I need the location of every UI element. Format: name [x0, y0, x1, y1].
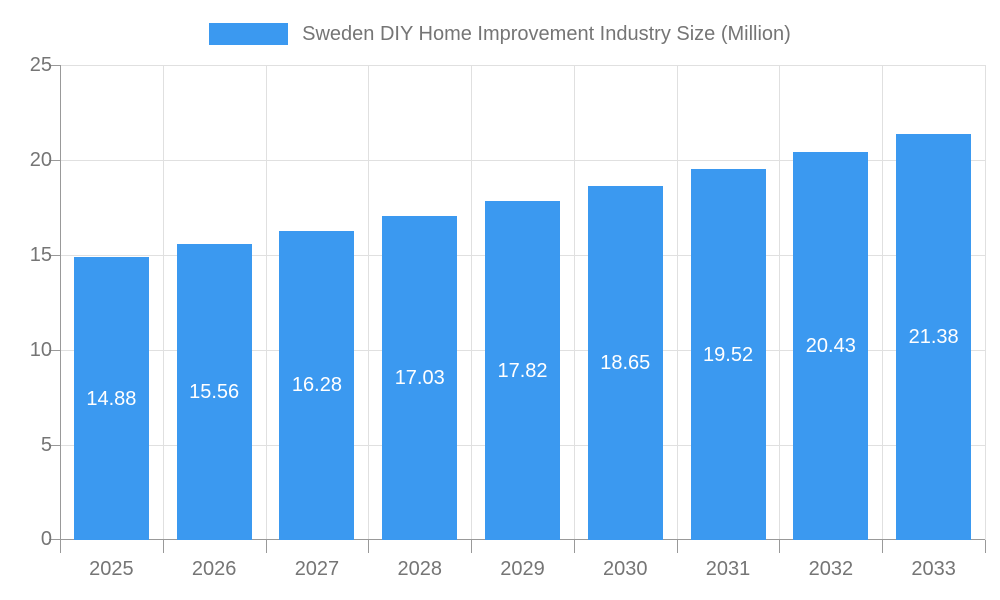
x-axis-tick-label: 2031: [705, 558, 751, 580]
x-tick-mark: [162, 540, 164, 553]
bar-value-label: 20.43: [805, 334, 856, 357]
bar-value-label: 15.56: [189, 381, 240, 404]
x-tick-mark: [676, 540, 678, 553]
y-tick-mark: [49, 160, 60, 161]
gridline-vertical: [882, 65, 884, 540]
x-axis-tick-label: 2032: [808, 558, 854, 580]
y-axis-tick-label: 15: [29, 244, 52, 266]
x-axis-tick-label: 2027: [294, 558, 340, 580]
x-axis-tick-label: 2028: [397, 558, 442, 580]
x-axis-tick-label: 2030: [603, 558, 648, 580]
plot-area: 0 5 10 15 20 25 14.88 2025 15.56 2026 16.28 2027 17.…: [30, 54, 986, 580]
gridline-vertical: [471, 65, 473, 540]
legend: Sweden DIY Home Improvement Industry Siz…: [0, 22, 1000, 46]
x-tick-mark: [265, 540, 267, 553]
y-tick-mark: [49, 65, 60, 66]
bar-2031[interactable]: [690, 169, 766, 540]
bar-2029[interactable]: [485, 201, 560, 540]
bar-value-label: 17.82: [497, 359, 548, 382]
x-axis-tick-label: 2029: [500, 558, 545, 580]
chart-title: Sweden DIY Home Improvement Industry Siz…: [302, 23, 791, 45]
legend-swatch-icon: [209, 23, 289, 45]
y-axis-tick-label: 25: [29, 54, 52, 76]
y-tick-mark: [49, 445, 60, 446]
x-axis-tick-label: 2026: [191, 558, 237, 580]
gridline-vertical: [573, 65, 575, 540]
gridline-vertical: [265, 65, 267, 540]
bar-value-label: 16.28: [291, 374, 342, 397]
x-axis-tick-label: 2033: [911, 558, 956, 580]
y-axis-tick-label: 0: [40, 528, 52, 550]
gridline-vertical: [676, 65, 678, 540]
legend-item[interactable]: Sweden DIY Home Improvement Industry Siz…: [209, 22, 791, 46]
gridline-horizontal: [60, 65, 985, 66]
gridline-vertical: [779, 65, 781, 540]
x-tick-mark: [985, 540, 986, 553]
x-tick-mark: [882, 540, 884, 553]
x-axis-tick-label: 2025: [89, 558, 134, 580]
y-tick-mark: [49, 255, 60, 256]
gridline-vertical: [162, 65, 164, 540]
x-tick-mark: [573, 540, 575, 553]
x-tick-mark: [471, 540, 473, 553]
bar-2032[interactable]: [793, 151, 869, 540]
bar-2030[interactable]: [587, 185, 663, 540]
x-tick-mark: [60, 540, 61, 553]
bar-2028[interactable]: [382, 216, 458, 540]
gridline-vertical: [368, 65, 370, 540]
x-tick-mark: [779, 540, 781, 553]
y-axis-line: [60, 65, 61, 540]
bar-2033[interactable]: [896, 133, 972, 540]
gridline-horizontal: [60, 160, 985, 161]
y-axis-tick-label: 5: [40, 434, 52, 456]
bar-value-label: 17.03: [394, 367, 445, 390]
y-tick-mark: [49, 539, 60, 540]
bar-value-label: 21.38: [908, 325, 959, 348]
y-axis-tick-label: 10: [29, 339, 52, 361]
bar-value-label: 14.88: [86, 387, 137, 410]
bar-value-label: 19.52: [703, 343, 754, 366]
bar-2025[interactable]: [73, 257, 149, 540]
gridline-vertical: [985, 65, 986, 540]
bar-value-label: 18.65: [600, 351, 651, 374]
bar-2026[interactable]: [176, 244, 252, 540]
y-axis-tick-label: 20: [29, 149, 52, 171]
bar-2027[interactable]: [279, 230, 355, 540]
y-tick-mark: [49, 350, 60, 351]
x-tick-mark: [368, 540, 370, 553]
